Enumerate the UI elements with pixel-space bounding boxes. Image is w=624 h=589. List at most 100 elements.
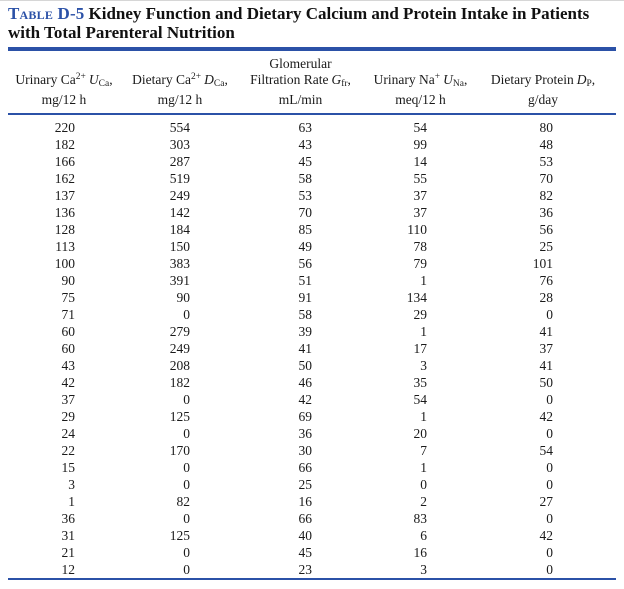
column-header-dietary-protein: Dietary Protein DP, g/day [480, 53, 616, 115]
table-cell: 0 [183, 476, 190, 492]
table-cell: 43 [61, 357, 76, 373]
table-cell: 45 [298, 153, 313, 169]
header-superscript: + [434, 71, 441, 82]
table-cell: 56 [298, 255, 313, 271]
table-cell: 54 [539, 442, 554, 458]
table-cell: 41 [298, 340, 313, 356]
column-header-line: Dietary Protein DP, [480, 71, 606, 91]
column-header-line: Urinary Na+ UNa, [361, 71, 480, 91]
column-units: mg/12 h [41, 91, 87, 107]
table-cell: 2 [420, 493, 427, 509]
table-cell: 42 [539, 408, 554, 424]
table-cell: 162 [54, 170, 75, 186]
table-cell: 279 [169, 323, 190, 339]
table-cell: 99 [413, 136, 428, 152]
table-cell: 36 [539, 204, 554, 220]
table-row: 60 249 41 17 37 [8, 340, 616, 357]
table-cell: 29 [61, 408, 76, 424]
table-cell: 0 [546, 306, 553, 322]
table-cell: 41 [539, 357, 554, 373]
table-cell: 56 [539, 221, 554, 237]
column-header-line: Dietary Ca2+ DCa, [120, 71, 240, 91]
table-cell: 184 [169, 221, 190, 237]
header-variable: D [204, 71, 214, 87]
table-cell: 0 [546, 544, 553, 560]
table-row: 21 0 45 16 0 [8, 544, 616, 561]
table-cell: 54 [413, 391, 428, 407]
header-comma: , [109, 71, 113, 87]
table-cell: 25 [539, 238, 554, 254]
table-cell: 90 [176, 289, 191, 305]
table-row: 1 82 16 2 27 [8, 493, 616, 510]
table-row: 37 0 42 54 0 [8, 391, 616, 408]
table-title: Table D-5 Kidney Function and Dietary Cal… [8, 4, 616, 42]
table-cell: 37 [61, 391, 76, 407]
table-row: 162 519 58 55 70 [8, 170, 616, 187]
table-row: 3 0 25 0 0 [8, 476, 616, 493]
table-cell: 554 [169, 119, 190, 135]
table-cell: 125 [169, 408, 190, 424]
table-cell: 303 [169, 136, 190, 152]
header-superscript: 2+ [75, 71, 86, 82]
table-cell: 46 [298, 374, 313, 390]
header-text: Dietary Ca [132, 71, 192, 87]
table-cell: 16 [298, 493, 313, 509]
table-cell: 91 [298, 289, 313, 305]
column-header-line: Urinary Ca2+ UCa, [8, 71, 120, 91]
column-header-urinary-ca: Urinary Ca2+ UCa, mg/12 h [8, 53, 120, 115]
table-row: 36 0 66 83 0 [8, 510, 616, 527]
table-cell: 58 [298, 306, 313, 322]
header-variable: U [443, 71, 453, 87]
header-subscript: Ca [213, 79, 225, 89]
table-cell: 15 [61, 459, 76, 475]
table-cell: 25 [298, 476, 313, 492]
table-row: 24 0 36 20 0 [8, 425, 616, 442]
table-cell: 37 [413, 204, 428, 220]
table-cell: 50 [539, 374, 554, 390]
table-cell: 63 [298, 119, 313, 135]
table-row: 22 170 30 7 54 [8, 442, 616, 459]
table-row: 31 125 40 6 42 [8, 527, 616, 544]
table-cell: 208 [169, 357, 190, 373]
table-cell: 51 [298, 272, 313, 288]
table-row: 71 0 58 29 0 [8, 306, 616, 323]
table-cell: 1 [420, 272, 427, 288]
table-title-text: Kidney Function and Dietary Calcium and … [8, 4, 590, 42]
header-comma: , [224, 71, 228, 87]
table-cell: 0 [183, 391, 190, 407]
table-cell: 220 [54, 119, 75, 135]
table-cell: 383 [169, 255, 190, 271]
table-cell: 113 [55, 238, 75, 254]
table-cell: 3 [420, 357, 427, 373]
table-cell: 53 [298, 187, 313, 203]
table-cell: 29 [413, 306, 428, 322]
table-cell: 28 [539, 289, 554, 305]
table-cell: 287 [169, 153, 190, 169]
table-cell: 134 [406, 289, 427, 305]
table-cell: 50 [298, 357, 313, 373]
table-cell: 0 [546, 425, 553, 441]
table-cell: 0 [546, 391, 553, 407]
table-cell: 125 [169, 527, 190, 543]
table-cell: 70 [539, 170, 554, 186]
header-variable: D [576, 71, 587, 87]
table-cell: 12 [61, 561, 76, 577]
column-header-topline: Glomerular [269, 55, 332, 71]
table-cell: 76 [539, 272, 554, 288]
table-cell: 22 [61, 442, 76, 458]
table-row: 166 287 45 14 53 [8, 153, 616, 170]
table-row: 15 0 66 1 0 [8, 459, 616, 476]
header-comma: , [591, 71, 596, 87]
header-variable: U [88, 71, 99, 87]
table-cell: 79 [413, 255, 428, 271]
table-cell: 110 [407, 221, 427, 237]
table-cell: 37 [413, 187, 428, 203]
table-cell: 6 [420, 527, 427, 543]
table-cell: 69 [298, 408, 313, 424]
table-cell: 49 [298, 238, 313, 254]
table-cell: 43 [298, 136, 313, 152]
table-cell: 128 [54, 221, 75, 237]
table-cell: 101 [532, 255, 553, 271]
table-cell: 0 [546, 510, 553, 526]
column-units: meq/12 h [395, 91, 446, 107]
